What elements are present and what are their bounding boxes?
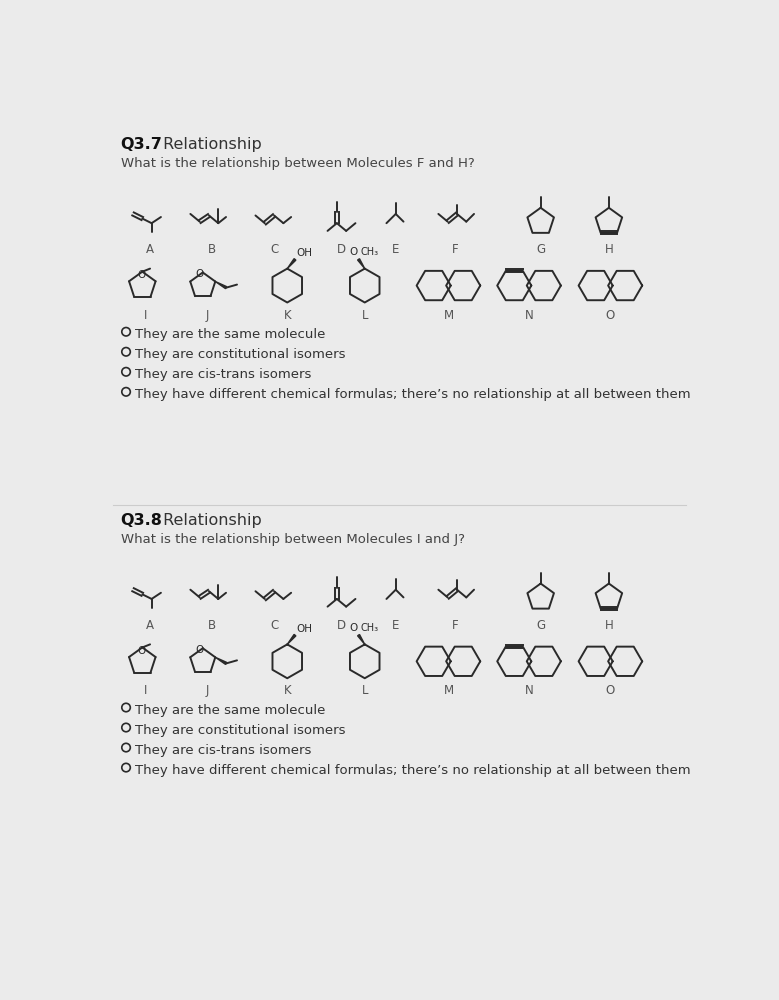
Text: O: O bbox=[350, 623, 358, 633]
Text: J: J bbox=[206, 309, 209, 322]
Text: N: N bbox=[525, 309, 534, 322]
Text: M: M bbox=[443, 309, 453, 322]
Text: G: G bbox=[536, 243, 545, 256]
Text: L: L bbox=[361, 684, 368, 697]
Text: O: O bbox=[350, 247, 358, 257]
Text: They have different chemical formulas; there’s no relationship at all between th: They have different chemical formulas; t… bbox=[135, 764, 690, 777]
Text: C: C bbox=[270, 619, 278, 632]
Text: They are the same molecule: They are the same molecule bbox=[135, 704, 325, 717]
Text: A: A bbox=[146, 243, 154, 256]
Text: What is the relationship between Molecules F and H?: What is the relationship between Molecul… bbox=[121, 157, 474, 170]
Text: K: K bbox=[284, 309, 291, 322]
Text: F: F bbox=[452, 243, 459, 256]
Text: What is the relationship between Molecules I and J?: What is the relationship between Molecul… bbox=[121, 533, 464, 546]
Text: H: H bbox=[605, 243, 613, 256]
Text: F: F bbox=[452, 619, 459, 632]
Text: I: I bbox=[144, 309, 147, 322]
Polygon shape bbox=[215, 657, 227, 664]
Text: CH₃: CH₃ bbox=[360, 247, 379, 257]
Text: K: K bbox=[284, 684, 291, 697]
Text: B: B bbox=[208, 243, 216, 256]
Text: N: N bbox=[525, 684, 534, 697]
Polygon shape bbox=[215, 282, 227, 289]
Text: OH: OH bbox=[297, 624, 312, 634]
Text: They have different chemical formulas; there’s no relationship at all between th: They have different chemical formulas; t… bbox=[135, 388, 690, 401]
Text: I: I bbox=[144, 684, 147, 697]
Text: Relationship: Relationship bbox=[158, 137, 262, 152]
Text: O: O bbox=[196, 645, 204, 655]
Text: They are constitutional isomers: They are constitutional isomers bbox=[135, 348, 345, 361]
Text: O: O bbox=[196, 269, 204, 279]
Text: J: J bbox=[206, 684, 209, 697]
Text: Relationship: Relationship bbox=[158, 513, 262, 528]
Text: B: B bbox=[208, 619, 216, 632]
Text: They are the same molecule: They are the same molecule bbox=[135, 328, 325, 341]
Text: E: E bbox=[392, 619, 400, 632]
Polygon shape bbox=[287, 259, 296, 269]
Text: Q3.8: Q3.8 bbox=[121, 513, 163, 528]
Polygon shape bbox=[287, 634, 296, 644]
Text: O: O bbox=[137, 270, 145, 280]
Polygon shape bbox=[358, 634, 365, 644]
Text: O: O bbox=[137, 646, 145, 656]
Text: O: O bbox=[606, 684, 615, 697]
Text: They are constitutional isomers: They are constitutional isomers bbox=[135, 724, 345, 737]
Text: L: L bbox=[361, 309, 368, 322]
Text: Q3.7: Q3.7 bbox=[121, 137, 163, 152]
Text: They are cis-trans isomers: They are cis-trans isomers bbox=[135, 744, 311, 757]
Text: G: G bbox=[536, 619, 545, 632]
Text: D: D bbox=[337, 243, 346, 256]
Polygon shape bbox=[358, 259, 365, 269]
Text: OH: OH bbox=[297, 248, 312, 258]
Text: H: H bbox=[605, 619, 613, 632]
Text: A: A bbox=[146, 619, 154, 632]
Text: E: E bbox=[392, 243, 400, 256]
Text: C: C bbox=[270, 243, 278, 256]
Text: M: M bbox=[443, 684, 453, 697]
Text: They are cis-trans isomers: They are cis-trans isomers bbox=[135, 368, 311, 381]
Text: D: D bbox=[337, 619, 346, 632]
Text: O: O bbox=[606, 309, 615, 322]
Text: CH₃: CH₃ bbox=[360, 623, 379, 633]
